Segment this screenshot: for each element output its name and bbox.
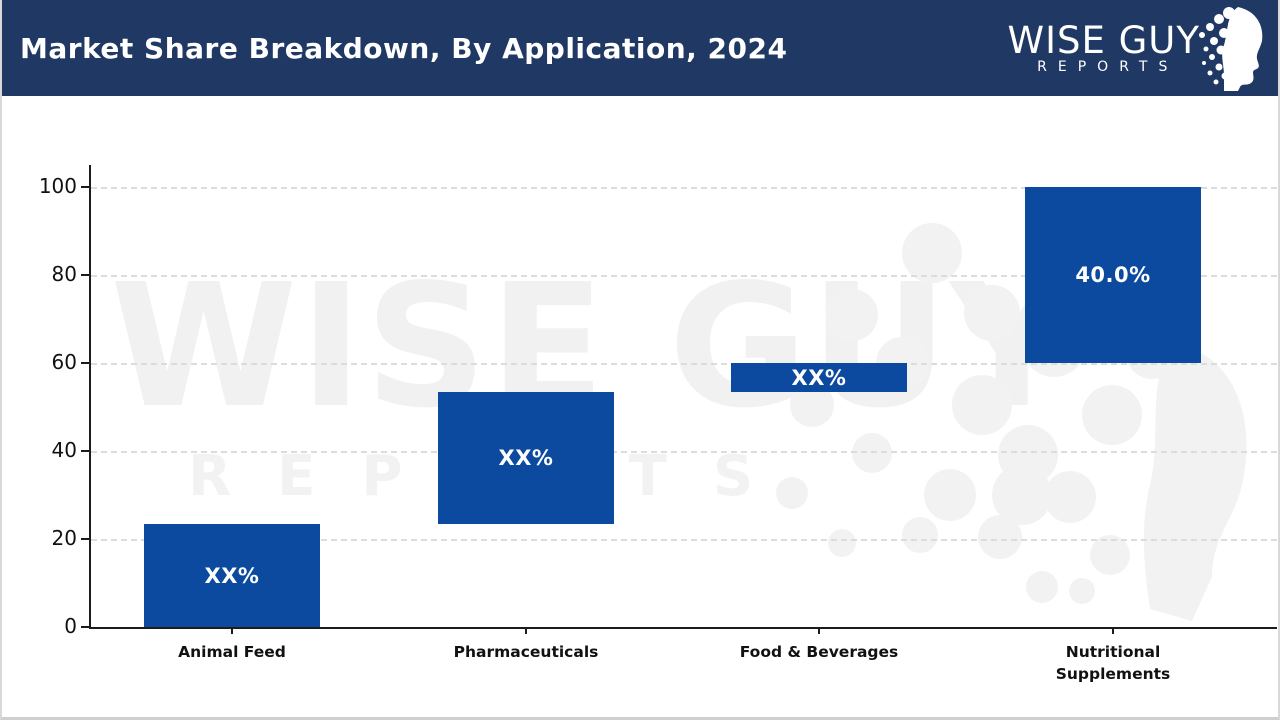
bar: 40.0% <box>1025 187 1201 363</box>
logo-wordmark-line1: WISE GUY <box>1007 18 1200 62</box>
header-bar: Market Share Breakdown, By Application, … <box>2 0 1278 96</box>
bar-label: XX% <box>791 365 847 390</box>
ytick-label: 0 <box>64 614 77 638</box>
page-title: Market Share Breakdown, By Application, … <box>20 31 788 65</box>
xtick-mark <box>231 627 233 634</box>
xtick-mark <box>818 627 820 634</box>
ytick-label: 60 <box>51 350 77 374</box>
ytick-label: 80 <box>51 262 77 286</box>
ytick-mark <box>81 626 89 628</box>
xtick-mark <box>1112 627 1114 634</box>
xtick-label: Animal Feed <box>178 643 286 661</box>
bar-label: 40.0% <box>1075 263 1151 287</box>
ytick-label: 20 <box>51 526 77 550</box>
ytick-label: 40 <box>51 438 77 462</box>
bar-label: XX% <box>498 446 554 471</box>
bar: XX% <box>731 363 907 393</box>
logo-wordmark-line2: REPORTS <box>1037 59 1179 76</box>
bar: XX% <box>144 524 320 627</box>
ytick-mark <box>81 362 89 364</box>
ytick-mark <box>81 538 89 540</box>
logo-wordmark: WISE GUY REPORTS <box>1007 18 1200 76</box>
wise-guy-logo: WISE GUY REPORTS <box>1008 5 1266 91</box>
gridline <box>91 539 1277 541</box>
ytick-mark <box>81 186 89 188</box>
bar-label: XX% <box>204 563 260 588</box>
xtick-label: Food & Beverages <box>739 643 899 661</box>
gridline <box>91 451 1277 453</box>
xtick-label: Pharmaceuticals <box>453 643 599 661</box>
logo-face-icon <box>1199 7 1263 91</box>
plot-area: 0 20 40 60 80 100 XX% Animal Feed XX% Pharmaceuti… <box>39 165 1277 683</box>
bar: XX% <box>438 392 614 525</box>
ytick-mark <box>81 274 89 276</box>
gridline <box>91 275 1277 277</box>
gridline <box>91 363 1277 365</box>
xtick-label: Nutritional Supplements <box>1055 643 1171 684</box>
ytick-mark <box>81 450 89 452</box>
xtick-mark <box>525 627 527 634</box>
ytick-label: 100 <box>38 174 77 198</box>
gridline <box>91 187 1277 189</box>
